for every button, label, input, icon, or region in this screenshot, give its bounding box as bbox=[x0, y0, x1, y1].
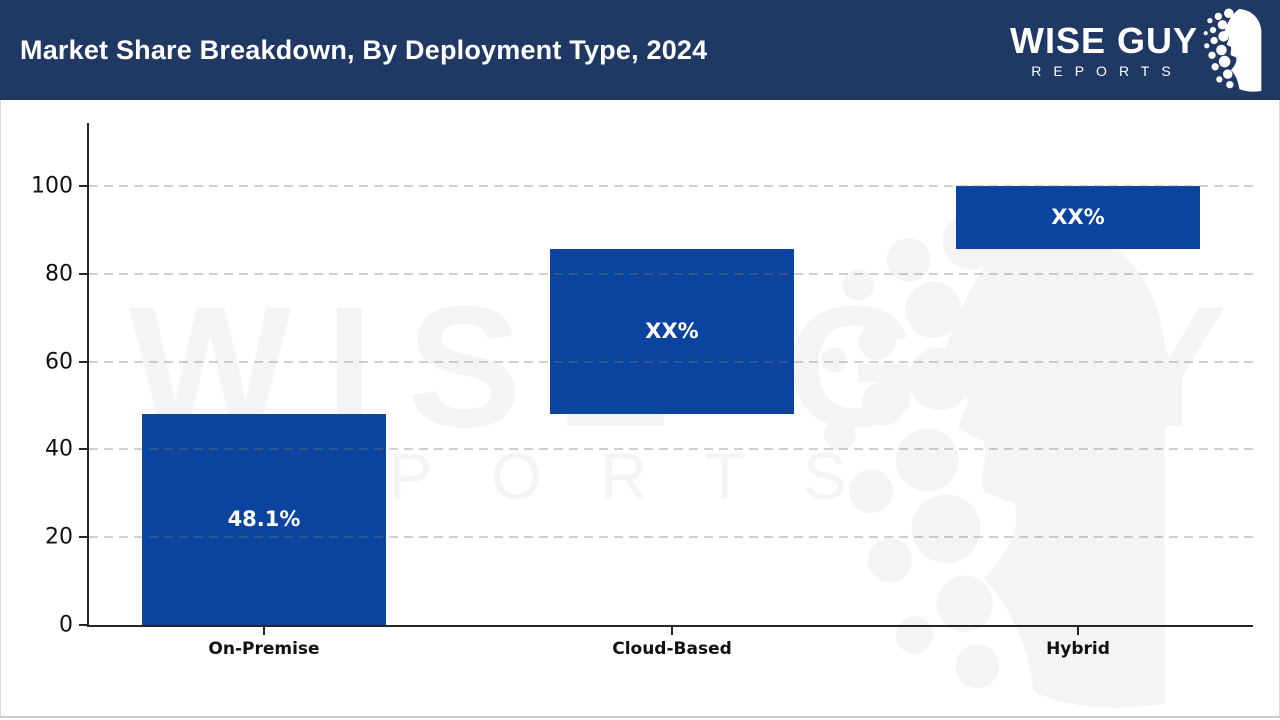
y-tick-label: 100 bbox=[31, 173, 73, 199]
gridline-40 bbox=[89, 448, 1253, 451]
brand-subname: REPORTS bbox=[1031, 62, 1183, 79]
gridline-80 bbox=[89, 272, 1253, 275]
chart-area: WISE GUY REPORTS 48.1%XX%XX%020406080100… bbox=[0, 100, 1280, 716]
gridline-60 bbox=[89, 360, 1253, 363]
bar-hybrid bbox=[956, 186, 1200, 249]
y-axis-spine bbox=[87, 123, 89, 627]
x-tick bbox=[263, 627, 265, 635]
y-tick bbox=[79, 360, 87, 363]
gridline-20 bbox=[89, 536, 1253, 539]
x-category-label: On-Premise bbox=[208, 639, 320, 659]
x-axis-spine bbox=[87, 625, 1253, 627]
y-tick-label: 20 bbox=[45, 524, 73, 550]
brand-logo: WISE GUY REPORTS bbox=[1010, 8, 1280, 92]
y-tick bbox=[79, 624, 87, 626]
y-tick-label: 0 bbox=[59, 612, 73, 638]
y-tick bbox=[79, 448, 87, 451]
brand-logo-text: WISE GUY REPORTS bbox=[1009, 19, 1198, 79]
watermark-head-icon bbox=[821, 213, 1165, 708]
bar-value-label: XX% bbox=[645, 319, 699, 344]
x-category-label: Hybrid bbox=[1046, 639, 1110, 659]
x-category-label: Cloud-Based bbox=[612, 639, 732, 659]
x-tick bbox=[1077, 627, 1079, 635]
brand-name: WISE GUY bbox=[1009, 19, 1198, 61]
dotted-head-icon bbox=[1203, 8, 1262, 92]
bar-cloud-based bbox=[550, 248, 794, 414]
y-tick-label: 80 bbox=[45, 261, 73, 287]
y-tick bbox=[79, 536, 87, 539]
footer-divider bbox=[0, 716, 1280, 718]
bar-on-premise bbox=[142, 413, 386, 625]
bar-value-label: XX% bbox=[1051, 205, 1105, 230]
x-tick bbox=[671, 627, 673, 635]
y-tick-label: 60 bbox=[45, 349, 73, 375]
y-tick-label: 40 bbox=[45, 436, 73, 462]
header-bar: Market Share Breakdown, By Deployment Ty… bbox=[0, 0, 1280, 100]
y-tick bbox=[79, 272, 87, 275]
bar-value-label: 48.1% bbox=[227, 507, 301, 532]
y-tick bbox=[79, 185, 87, 187]
chart-title: Market Share Breakdown, By Deployment Ty… bbox=[20, 34, 708, 65]
gridline-100 bbox=[89, 185, 1253, 187]
